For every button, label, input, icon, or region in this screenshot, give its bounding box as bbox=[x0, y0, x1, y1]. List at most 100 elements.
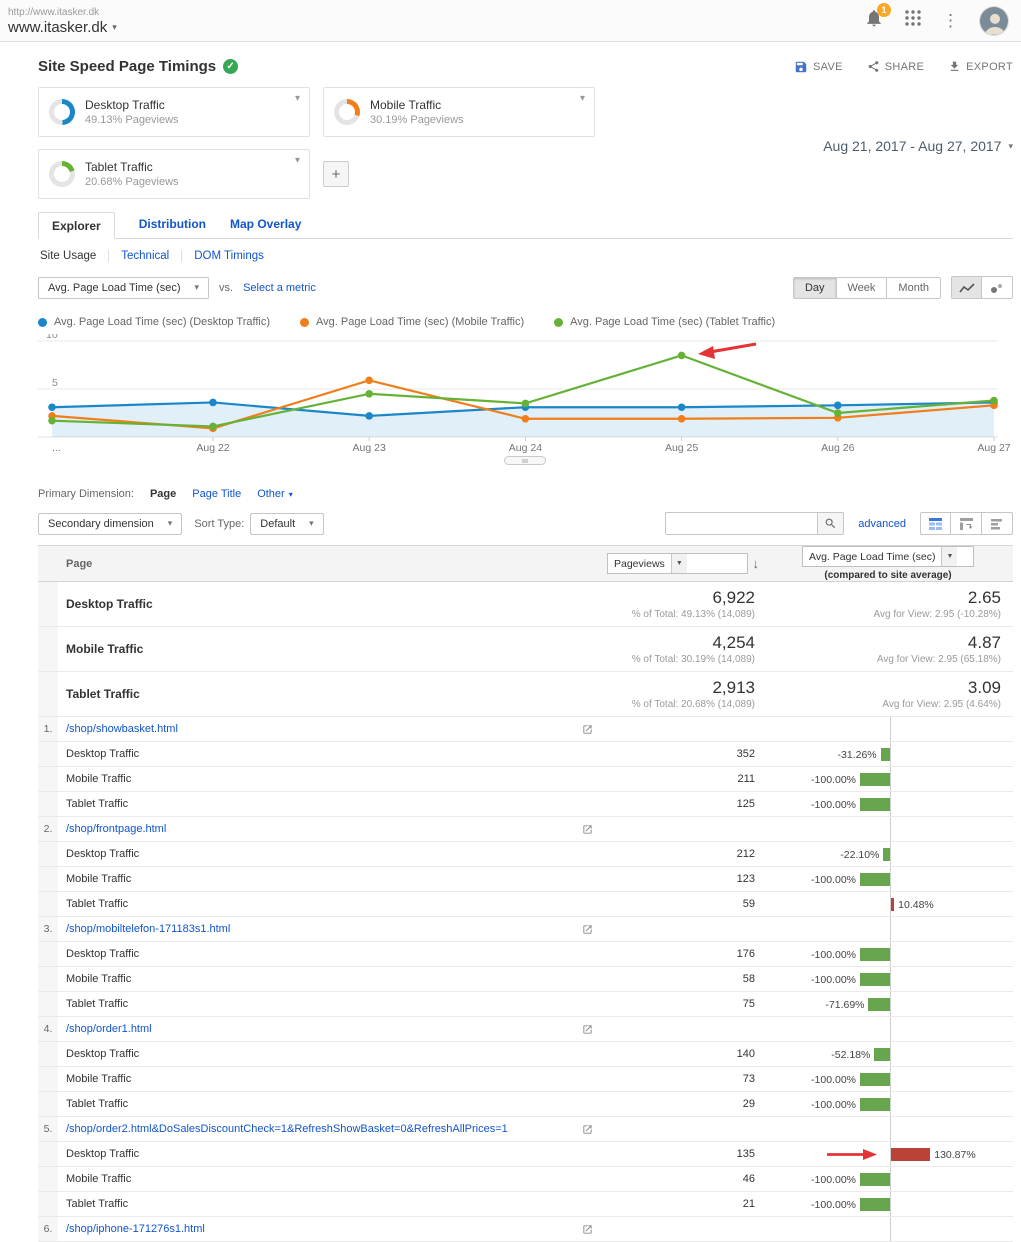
notifications-button[interactable]: 1 bbox=[864, 3, 891, 33]
export-icon bbox=[950, 61, 959, 71]
sort-descending-icon[interactable]: ↓ bbox=[752, 556, 760, 571]
metric-bar-cell: 130.87% bbox=[765, 1142, 1011, 1166]
row-index: 2. bbox=[38, 817, 58, 841]
tab-map-overlay[interactable]: Map Overlay bbox=[230, 217, 302, 231]
open-in-new-icon[interactable] bbox=[582, 924, 593, 935]
tab-distribution[interactable]: Distribution bbox=[138, 217, 207, 231]
pageviews-value: 125 bbox=[736, 798, 755, 810]
pivot-view-button[interactable] bbox=[951, 512, 982, 535]
account-selector[interactable]: www.itasker.dk ▾ bbox=[8, 19, 117, 36]
column-header-page[interactable]: Page bbox=[66, 557, 93, 570]
legend-item[interactable]: Avg. Page Load Time (sec) (Desktop Traff… bbox=[38, 316, 270, 328]
avatar[interactable] bbox=[979, 5, 1009, 36]
page-url-link[interactable]: /shop/mobiltelefon-171183s1.html bbox=[66, 923, 231, 935]
metric-bar-cell: -100.00% bbox=[765, 1092, 1011, 1116]
page-url-link[interactable]: /shop/order1.html bbox=[66, 1023, 152, 1035]
svg-text:Aug 25: Aug 25 bbox=[665, 442, 698, 454]
performance-view-button[interactable] bbox=[982, 512, 1013, 535]
open-in-new-icon[interactable] bbox=[582, 1224, 593, 1235]
page-url-link[interactable]: /shop/iphone-171276s1.html bbox=[66, 1223, 205, 1235]
motion-chart-icon bbox=[991, 283, 1002, 293]
apps-grid-button[interactable] bbox=[904, 9, 922, 32]
pct-label: 130.87% bbox=[934, 1149, 976, 1161]
segment-card-mobile[interactable]: Mobile Traffic 30.19% Pageviews ▾ bbox=[323, 87, 595, 137]
export-button[interactable]: EXPORT bbox=[948, 60, 1013, 74]
save-button[interactable]: SAVE bbox=[794, 60, 843, 74]
table-row-segment: Desktop Traffic 140 -52.18% bbox=[38, 1042, 1013, 1067]
subtab-site-usage[interactable]: Site Usage bbox=[40, 250, 97, 262]
segment-name: Tablet Traffic bbox=[66, 1098, 129, 1110]
legend-item[interactable]: Avg. Page Load Time (sec) (Mobile Traffi… bbox=[300, 316, 524, 328]
open-in-new-icon[interactable] bbox=[582, 1024, 593, 1035]
metric-column-select[interactable]: Avg. Page Load Time (sec) ▼ bbox=[802, 546, 974, 567]
svg-text:Aug 26: Aug 26 bbox=[821, 442, 854, 454]
secondary-dimension-button[interactable]: Secondary dimension ▾ bbox=[38, 512, 183, 535]
pageviews-cell bbox=[603, 717, 765, 741]
open-in-new-icon[interactable] bbox=[582, 1124, 593, 1135]
subtab-dom-timings[interactable]: DOM Timings bbox=[181, 250, 276, 262]
motion-chart-mode-button[interactable] bbox=[982, 276, 1013, 299]
legend-label: Avg. Page Load Time (sec) (Desktop Traff… bbox=[54, 316, 271, 328]
chevron-down-icon[interactable]: ▾ bbox=[294, 93, 300, 104]
bar-axis bbox=[890, 1192, 891, 1216]
summary-segment-name: Tablet Traffic bbox=[66, 687, 140, 701]
bar-axis bbox=[890, 1117, 891, 1141]
search-button[interactable] bbox=[817, 512, 845, 535]
granularity-day[interactable]: Day bbox=[792, 276, 837, 299]
data-table: Page Pageviews ▼ ↓ Avg. Page Load Time (… bbox=[38, 545, 1013, 1242]
segment-donut-mobile bbox=[334, 99, 360, 125]
segment-detail: 49.13% Pageviews bbox=[85, 114, 179, 126]
select-metric-link[interactable]: Select a metric bbox=[243, 281, 316, 294]
pageviews-cell bbox=[603, 1217, 765, 1241]
chevron-down-icon[interactable]: ▾ bbox=[579, 93, 585, 104]
svg-text:...: ... bbox=[52, 442, 61, 454]
line-chart-icon bbox=[958, 282, 975, 292]
svg-text:10: 10 bbox=[46, 334, 58, 341]
table-row-segment: Tablet Traffic 75 -71.69% bbox=[38, 992, 1013, 1017]
sort-type-select[interactable]: Default ▾ bbox=[250, 512, 324, 535]
dimension-other[interactable]: Other bbox=[257, 488, 285, 500]
date-range-picker[interactable]: Aug 21, 2017 - Aug 27, 2017 ▾ bbox=[823, 138, 1013, 154]
vs-label: vs. bbox=[219, 281, 234, 294]
timeline-scrubber[interactable] bbox=[504, 456, 546, 465]
svg-text:Aug 27: Aug 27 bbox=[977, 442, 1010, 454]
advanced-filter-link[interactable]: advanced bbox=[858, 517, 906, 530]
page-url-link[interactable]: /shop/frontpage.html bbox=[66, 823, 167, 835]
legend-label: Avg. Page Load Time (sec) (Tablet Traffi… bbox=[570, 316, 776, 328]
segment-card-tablet[interactable]: Tablet Traffic 20.68% Pageviews ▾ bbox=[38, 149, 310, 199]
metric-bar-cell: -100.00% bbox=[765, 792, 1011, 816]
performance-view-icon bbox=[990, 518, 1002, 529]
metric-cell bbox=[765, 1217, 1011, 1241]
table-search-input[interactable] bbox=[665, 512, 818, 535]
share-button[interactable]: SHARE bbox=[867, 60, 924, 74]
table-view-button[interactable] bbox=[920, 512, 951, 535]
open-in-new-icon[interactable] bbox=[582, 824, 593, 835]
metric-selector[interactable]: Avg. Page Load Time (sec) ▾ bbox=[38, 276, 210, 299]
summary-row: Desktop Traffic 6,922% of Total: 49.13% … bbox=[38, 582, 1013, 627]
line-chart-mode-button[interactable] bbox=[951, 276, 982, 299]
bar-axis bbox=[890, 742, 891, 766]
dimension-page-title[interactable]: Page Title bbox=[192, 488, 242, 500]
segment-name: Desktop Traffic bbox=[66, 1048, 140, 1060]
row-index: 6. bbox=[38, 1217, 58, 1241]
chevron-down-icon[interactable]: ▾ bbox=[294, 155, 300, 166]
page-url-link[interactable]: /shop/showbasket.html bbox=[66, 723, 178, 735]
metric-bar-cell: -100.00% bbox=[765, 1067, 1011, 1091]
faster-bar bbox=[860, 1173, 890, 1186]
user-photo bbox=[980, 6, 1008, 35]
add-segment-button[interactable]: + bbox=[323, 161, 349, 187]
granularity-month[interactable]: Month bbox=[887, 276, 941, 299]
granularity-week[interactable]: Week bbox=[836, 276, 888, 299]
legend-item[interactable]: Avg. Page Load Time (sec) (Tablet Traffi… bbox=[554, 316, 775, 328]
pivot-view-icon bbox=[959, 517, 973, 530]
pageviews-value: 140 bbox=[736, 1048, 755, 1060]
metric-bar-cell: -100.00% bbox=[765, 942, 1011, 966]
dimension-page[interactable]: Page bbox=[149, 488, 177, 500]
page-url-link[interactable]: /shop/order2.html&DoSalesDiscountCheck=1… bbox=[66, 1123, 508, 1135]
pageviews-column-select[interactable]: Pageviews ▼ bbox=[607, 553, 748, 574]
segment-card-desktop[interactable]: Desktop Traffic 49.13% Pageviews ▾ bbox=[38, 87, 310, 137]
overflow-menu-button[interactable]: ⋮ bbox=[942, 11, 959, 30]
open-in-new-icon[interactable] bbox=[582, 724, 593, 735]
tab-explorer[interactable]: Explorer bbox=[38, 212, 115, 239]
subtab-technical[interactable]: Technical bbox=[108, 250, 181, 262]
